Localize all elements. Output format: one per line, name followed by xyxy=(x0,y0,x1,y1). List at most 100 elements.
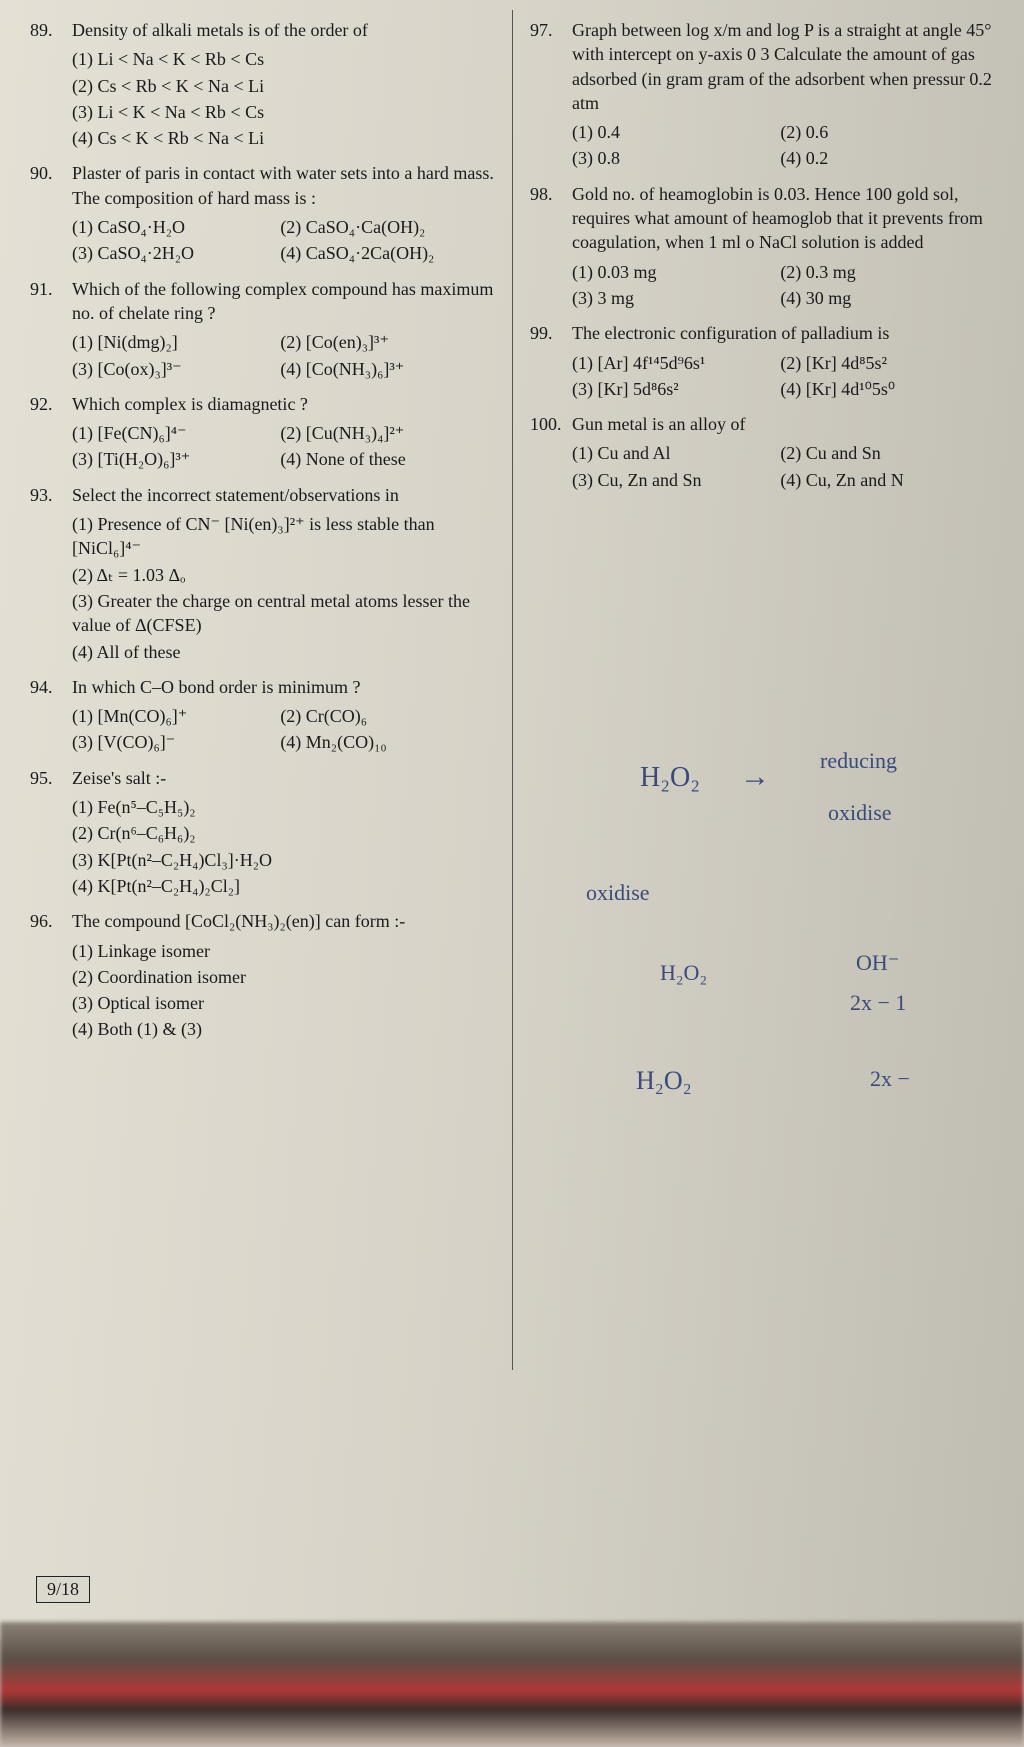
question: 100.Gun metal is an alloy of(1) Cu and A… xyxy=(530,412,1006,493)
question-stem: The electronic configuration of palladiu… xyxy=(572,321,1006,345)
question-stem: Gun metal is an alloy of xyxy=(572,412,1006,436)
question-body: Gun metal is an alloy of (1) Cu and Al(2)… xyxy=(572,412,1006,493)
question-body: The electronic configuration of palladiu… xyxy=(572,321,1006,402)
option: (4) All of these xyxy=(72,639,506,665)
question-number: 98. xyxy=(530,182,572,311)
handwriting: → xyxy=(740,760,770,794)
options: (1) 0.4(2) 0.6(3) 0.8(4) 0.2 xyxy=(572,119,1006,172)
page-number-box: 9/18 xyxy=(36,1576,90,1603)
question-number: 92. xyxy=(30,392,72,473)
option: (1) [Ni(dmg)₂] xyxy=(72,329,280,355)
option: (2) [Co(en)₃]³⁺ xyxy=(280,329,488,355)
options: (1) CaSO₄·H₂O(2) CaSO₄·Ca(OH)₂(3) CaSO₄·… xyxy=(72,214,506,267)
handwriting: OH⁻ xyxy=(856,950,899,976)
question-stem: Graph between log x/m and log P is a str… xyxy=(572,18,1006,115)
columns: 89.Density of alkali metals is of the or… xyxy=(30,18,1006,1053)
option: (1) Fe(n⁵–C₅H₅)₂ xyxy=(72,794,506,820)
option: (4) CaSO₄·2Ca(OH)₂ xyxy=(280,240,488,266)
question-body: Plaster of paris in contact with water s… xyxy=(72,161,506,266)
question: 94.In which C–O bond order is minimum ? (… xyxy=(30,675,506,756)
option: (3) Li < K < Na < Rb < Cs xyxy=(72,99,506,125)
question-body: In which C–O bond order is minimum ? (1) … xyxy=(72,675,506,756)
option: (2) [Kr] 4d⁸5s² xyxy=(780,350,988,376)
question-stem: In which C–O bond order is minimum ? xyxy=(72,675,506,699)
question-number: 94. xyxy=(30,675,72,756)
option: (4) None of these xyxy=(280,446,488,472)
question-number: 91. xyxy=(30,277,72,382)
question-number: 96. xyxy=(30,909,72,1042)
option: (3) [Kr] 5d⁸6s² xyxy=(572,376,780,402)
option: (1) 0.03 mg xyxy=(572,259,780,285)
option: (3) 3 mg xyxy=(572,285,780,311)
question-body: Select the incorrect statement/observati… xyxy=(72,483,506,665)
question-number: 93. xyxy=(30,483,72,665)
option: (4) 0.2 xyxy=(780,145,988,171)
option: (4) [Co(NH₃)₆]³⁺ xyxy=(280,356,488,382)
question-body: The compound [CoCl₂(NH₃)₂(en)] can form … xyxy=(72,909,506,1042)
question-number: 89. xyxy=(30,18,72,151)
options: (1) [Ar] 4f¹⁴5d⁹6s¹(2) [Kr] 4d⁸5s²(3) [K… xyxy=(572,350,1006,403)
question-stem: Plaster of paris in contact with water s… xyxy=(72,161,506,210)
option: (3) [V(CO)₆]⁻ xyxy=(72,729,280,755)
handwriting: H₂O₂ xyxy=(640,762,700,794)
option: (4) [Kr] 4d¹⁰5s⁰ xyxy=(780,376,988,402)
question-number: 97. xyxy=(530,18,572,172)
options: (1) Li < Na < K < Rb < Cs(2) Cs < Rb < K… xyxy=(72,46,506,151)
option: (1) Presence of CN⁻ [Ni(en)₃]²⁺ is less … xyxy=(72,511,506,562)
question: 93.Select the incorrect statement/observ… xyxy=(30,483,506,665)
option: (1) [Ar] 4f¹⁴5d⁹6s¹ xyxy=(572,350,780,376)
exam-page: 89.Density of alkali metals is of the or… xyxy=(0,0,1024,1640)
question-stem: Zeise's salt :- xyxy=(72,766,506,790)
option: (2) Cr(n⁶–C₆H₆)₂ xyxy=(72,820,506,846)
handwriting: H₂O₂ xyxy=(636,1066,692,1096)
question: 90.Plaster of paris in contact with wate… xyxy=(30,161,506,266)
option: (2) CaSO₄·Ca(OH)₂ xyxy=(280,214,488,240)
question: 96.The compound [CoCl₂(NH₃)₂(en)] can fo… xyxy=(30,909,506,1042)
option: (3) Cu, Zn and Sn xyxy=(572,467,780,493)
column-divider xyxy=(512,10,513,1370)
options: (1) Linkage isomer(2) Coordination isome… xyxy=(72,938,506,1043)
left-column: 89.Density of alkali metals is of the or… xyxy=(30,18,506,1053)
option: (2) [Cu(NH₃)₄]²⁺ xyxy=(280,420,488,446)
option: (2) 0.3 mg xyxy=(780,259,988,285)
question-number: 99. xyxy=(530,321,572,402)
question-body: Graph between log x/m and log P is a str… xyxy=(572,18,1006,172)
options: (1) Presence of CN⁻ [Ni(en)₃]²⁺ is less … xyxy=(72,511,506,665)
option: (1) Cu and Al xyxy=(572,440,780,466)
question: 92.Which complex is diamagnetic ?(1) [Fe… xyxy=(30,392,506,473)
question: 97.Graph between log x/m and log P is a … xyxy=(530,18,1006,172)
options: (1) [Mn(CO)₆]⁺(2) Cr(CO)₆(3) [V(CO)₆]⁻(4… xyxy=(72,703,506,756)
option: (2) 0.6 xyxy=(780,119,988,145)
option: (2) Cs < Rb < K < Na < Li xyxy=(72,73,506,99)
question-stem: Gold no. of heamoglobin is 0.03. Hence 1… xyxy=(572,182,1006,255)
question-stem: Density of alkali metals is of the order… xyxy=(72,18,506,42)
option: (4) Both (1) & (3) xyxy=(72,1016,506,1042)
option: (4) K[Pt(n²–C₂H₄)₂Cl₂] xyxy=(72,873,506,899)
question-body: Which complex is diamagnetic ?(1) [Fe(CN… xyxy=(72,392,506,473)
option: (4) Mn₂(CO)₁₀ xyxy=(280,729,488,755)
options: (1) Cu and Al(2) Cu and Sn(3) Cu, Zn and… xyxy=(572,440,1006,493)
question: 91.Which of the following complex compou… xyxy=(30,277,506,382)
option: (3) Optical isomer xyxy=(72,990,506,1016)
question: 99.The electronic configuration of palla… xyxy=(530,321,1006,402)
option: (4) Cs < K < Rb < Na < Li xyxy=(72,125,506,151)
option: (3) CaSO₄·2H₂O xyxy=(72,240,280,266)
question: 95.Zeise's salt :-(1) Fe(n⁵–C₅H₅)₂(2) Cr… xyxy=(30,766,506,899)
question-stem: The compound [CoCl₂(NH₃)₂(en)] can form … xyxy=(72,909,506,933)
handwriting: oxidise xyxy=(828,800,892,826)
question: 89.Density of alkali metals is of the or… xyxy=(30,18,506,151)
option: (2) Cr(CO)₆ xyxy=(280,703,488,729)
handwriting: H₂O₂ xyxy=(660,960,707,986)
question-body: Which of the following complex compound … xyxy=(72,277,506,382)
book-edge-shadow xyxy=(0,1622,1024,1747)
option: (1) [Mn(CO)₆]⁺ xyxy=(72,703,280,729)
option: (1) [Fe(CN)₆]⁴⁻ xyxy=(72,420,280,446)
option: (1) 0.4 xyxy=(572,119,780,145)
options: (1) Fe(n⁵–C₅H₅)₂(2) Cr(n⁶–C₆H₆)₂(3) K[Pt… xyxy=(72,794,506,899)
option: (4) Cu, Zn and N xyxy=(780,467,988,493)
option: (3) [Ti(H₂O)₆]³⁺ xyxy=(72,446,280,472)
question-body: Gold no. of heamoglobin is 0.03. Hence 1… xyxy=(572,182,1006,311)
option: (2) Δₜ = 1.03 Δₒ xyxy=(72,562,506,588)
handwriting: 2x − xyxy=(870,1066,910,1092)
options: (1) 0.03 mg(2) 0.3 mg(3) 3 mg(4) 30 mg xyxy=(572,259,1006,312)
